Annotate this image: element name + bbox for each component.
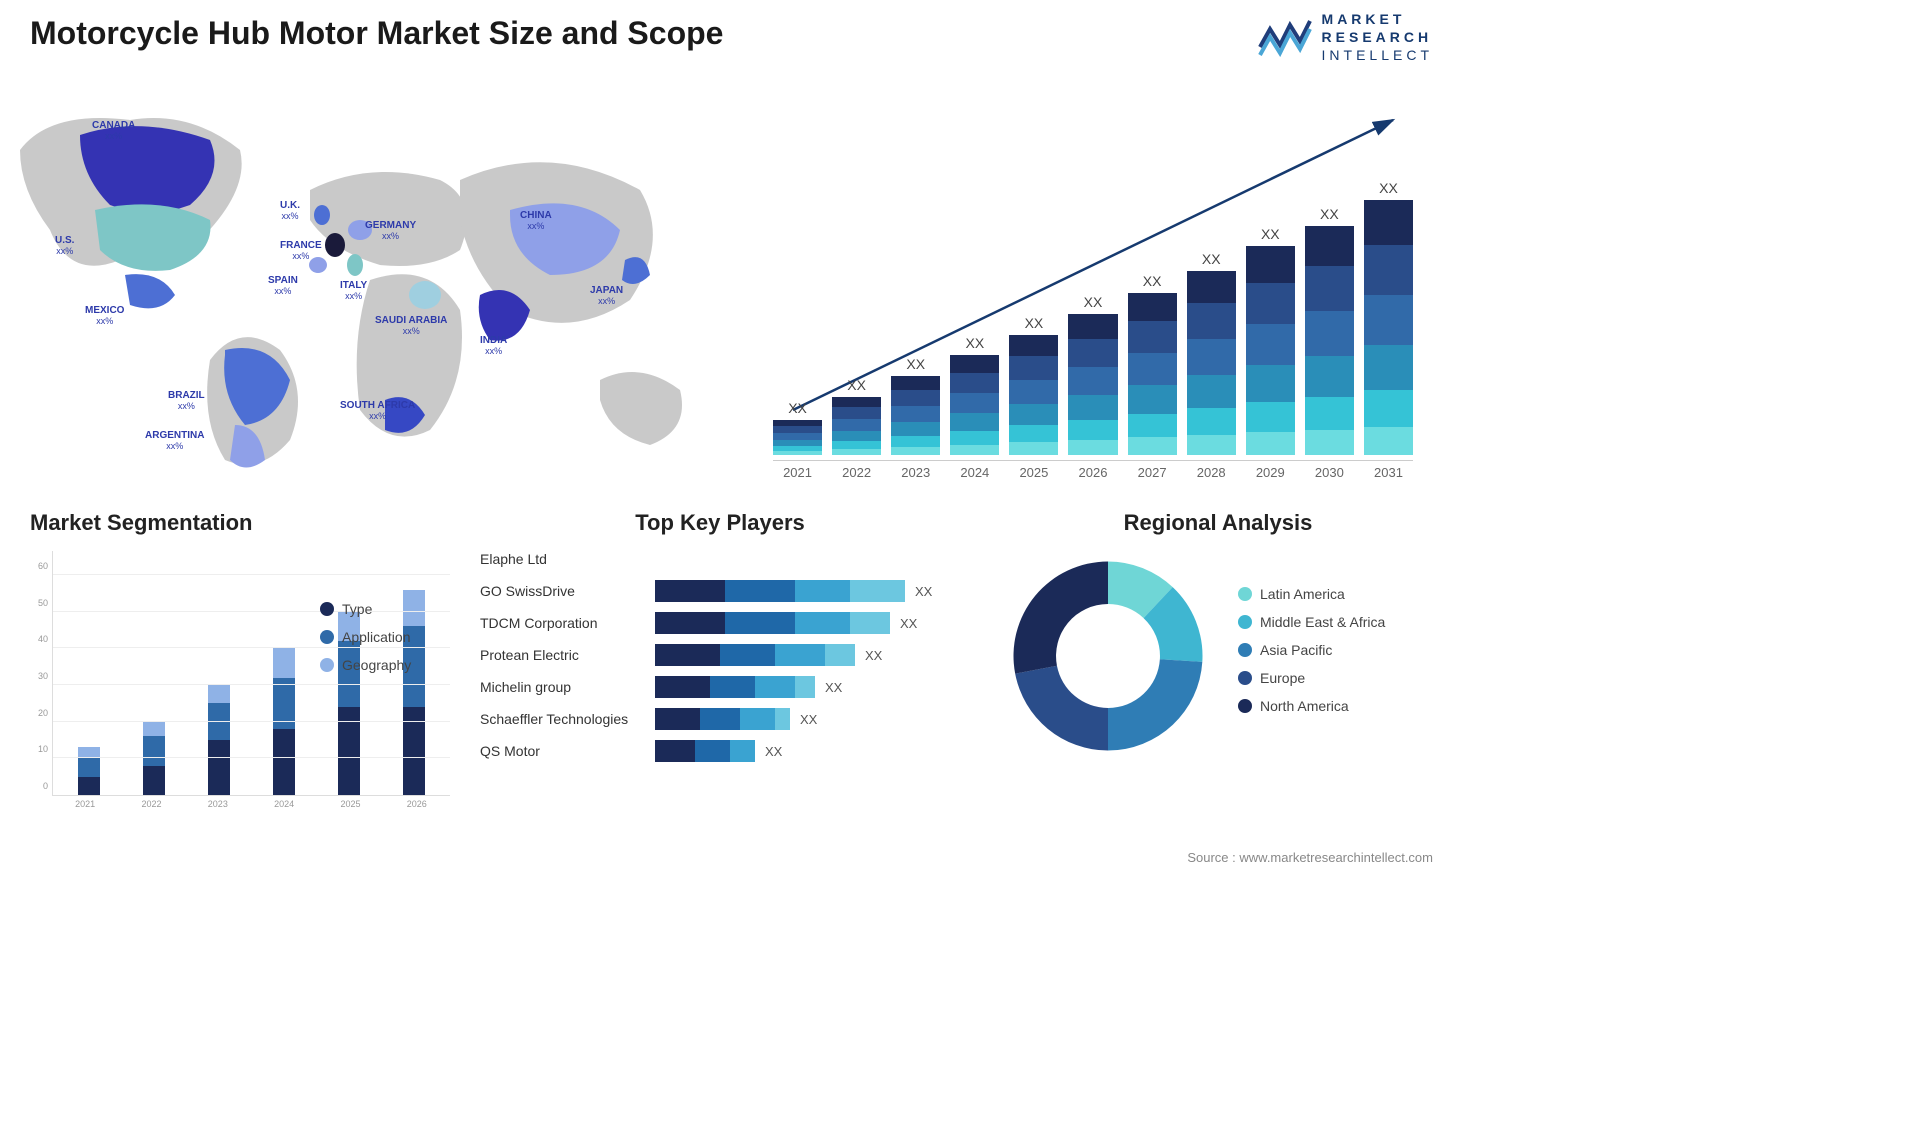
- regional-panel: Regional Analysis Latin America Middle Ea…: [1003, 510, 1433, 761]
- regional-donut: [1003, 551, 1213, 761]
- map-label: INDIAxx%: [480, 335, 507, 357]
- legend-item: North America: [1238, 698, 1385, 714]
- legend-item: Type: [320, 601, 411, 617]
- map-label: U.S.xx%: [55, 235, 74, 257]
- donut-slice: [1014, 562, 1109, 674]
- legend-item: Application: [320, 629, 411, 645]
- players-panel: Top Key Players Elaphe LtdGO SwissDriveX…: [480, 510, 960, 768]
- map-label: U.K.xx%: [280, 200, 300, 222]
- growth-bar: XX: [1068, 294, 1117, 455]
- growth-bar: XX: [1305, 206, 1354, 455]
- donut-slice: [1108, 659, 1202, 750]
- source-text: Source : www.marketresearchintellect.com: [1187, 850, 1433, 865]
- map-label: SOUTH AFRICAxx%: [340, 400, 415, 422]
- map-label: JAPANxx%: [590, 285, 623, 307]
- map-label: GERMANYxx%: [365, 220, 416, 242]
- map-label: SAUDI ARABIAxx%: [375, 315, 447, 337]
- logo-icon: [1258, 17, 1312, 57]
- segmentation-bar: [78, 747, 100, 795]
- world-map: CANADAxx% U.S.xx% MEXICOxx% BRAZILxx% ARGENT…: [10, 80, 710, 480]
- map-label: ARGENTINAxx%: [145, 430, 204, 452]
- growth-bar: XX: [1246, 226, 1295, 455]
- growth-bar: XX: [1009, 315, 1058, 455]
- brand-logo: MARKET RESEARCH INTELLECT: [1258, 10, 1433, 65]
- growth-bar: XX: [1187, 251, 1236, 455]
- segmentation-panel: Market Segmentation 0102030405060 TypeAp…: [30, 510, 450, 809]
- player-row: Elaphe Ltd: [480, 544, 960, 574]
- player-row: Michelin groupXX: [480, 672, 960, 702]
- growth-bar: XX: [891, 356, 940, 455]
- growth-bar: XX: [1364, 180, 1413, 455]
- map-label: SPAINxx%: [268, 275, 298, 297]
- growth-bar: XX: [950, 335, 999, 455]
- legend-item: Asia Pacific: [1238, 642, 1385, 658]
- growth-bar: XX: [832, 377, 881, 455]
- map-label: CHINAxx%: [520, 210, 552, 232]
- legend-item: Geography: [320, 657, 411, 673]
- legend-item: Europe: [1238, 670, 1385, 686]
- growth-bar: XX: [1128, 273, 1177, 455]
- map-label: MEXICOxx%: [85, 305, 124, 327]
- regional-title: Regional Analysis: [1003, 510, 1433, 536]
- page-title: Motorcycle Hub Motor Market Size and Sco…: [30, 15, 723, 52]
- player-row: QS MotorXX: [480, 736, 960, 766]
- segmentation-bar: [143, 722, 165, 795]
- map-label: CANADAxx%: [92, 120, 135, 142]
- player-row: Schaeffler TechnologiesXX: [480, 704, 960, 734]
- segmentation-title: Market Segmentation: [30, 510, 450, 536]
- map-label: ITALYxx%: [340, 280, 367, 302]
- logo-text: MARKET RESEARCH INTELLECT: [1322, 10, 1433, 65]
- growth-bar: XX: [773, 400, 822, 455]
- growth-chart: XXXXXXXXXXXXXXXXXXXXXX 20212022202320242…: [773, 90, 1413, 480]
- segmentation-bar: [208, 685, 230, 795]
- segmentation-bar: [273, 648, 295, 795]
- players-title: Top Key Players: [480, 510, 960, 536]
- map-label: BRAZILxx%: [168, 390, 205, 412]
- player-row: TDCM CorporationXX: [480, 608, 960, 638]
- legend-item: Middle East & Africa: [1238, 614, 1385, 630]
- player-row: GO SwissDriveXX: [480, 576, 960, 606]
- map-label: FRANCExx%: [280, 240, 322, 262]
- legend-item: Latin America: [1238, 586, 1385, 602]
- donut-slice: [1015, 666, 1108, 751]
- player-row: Protean ElectricXX: [480, 640, 960, 670]
